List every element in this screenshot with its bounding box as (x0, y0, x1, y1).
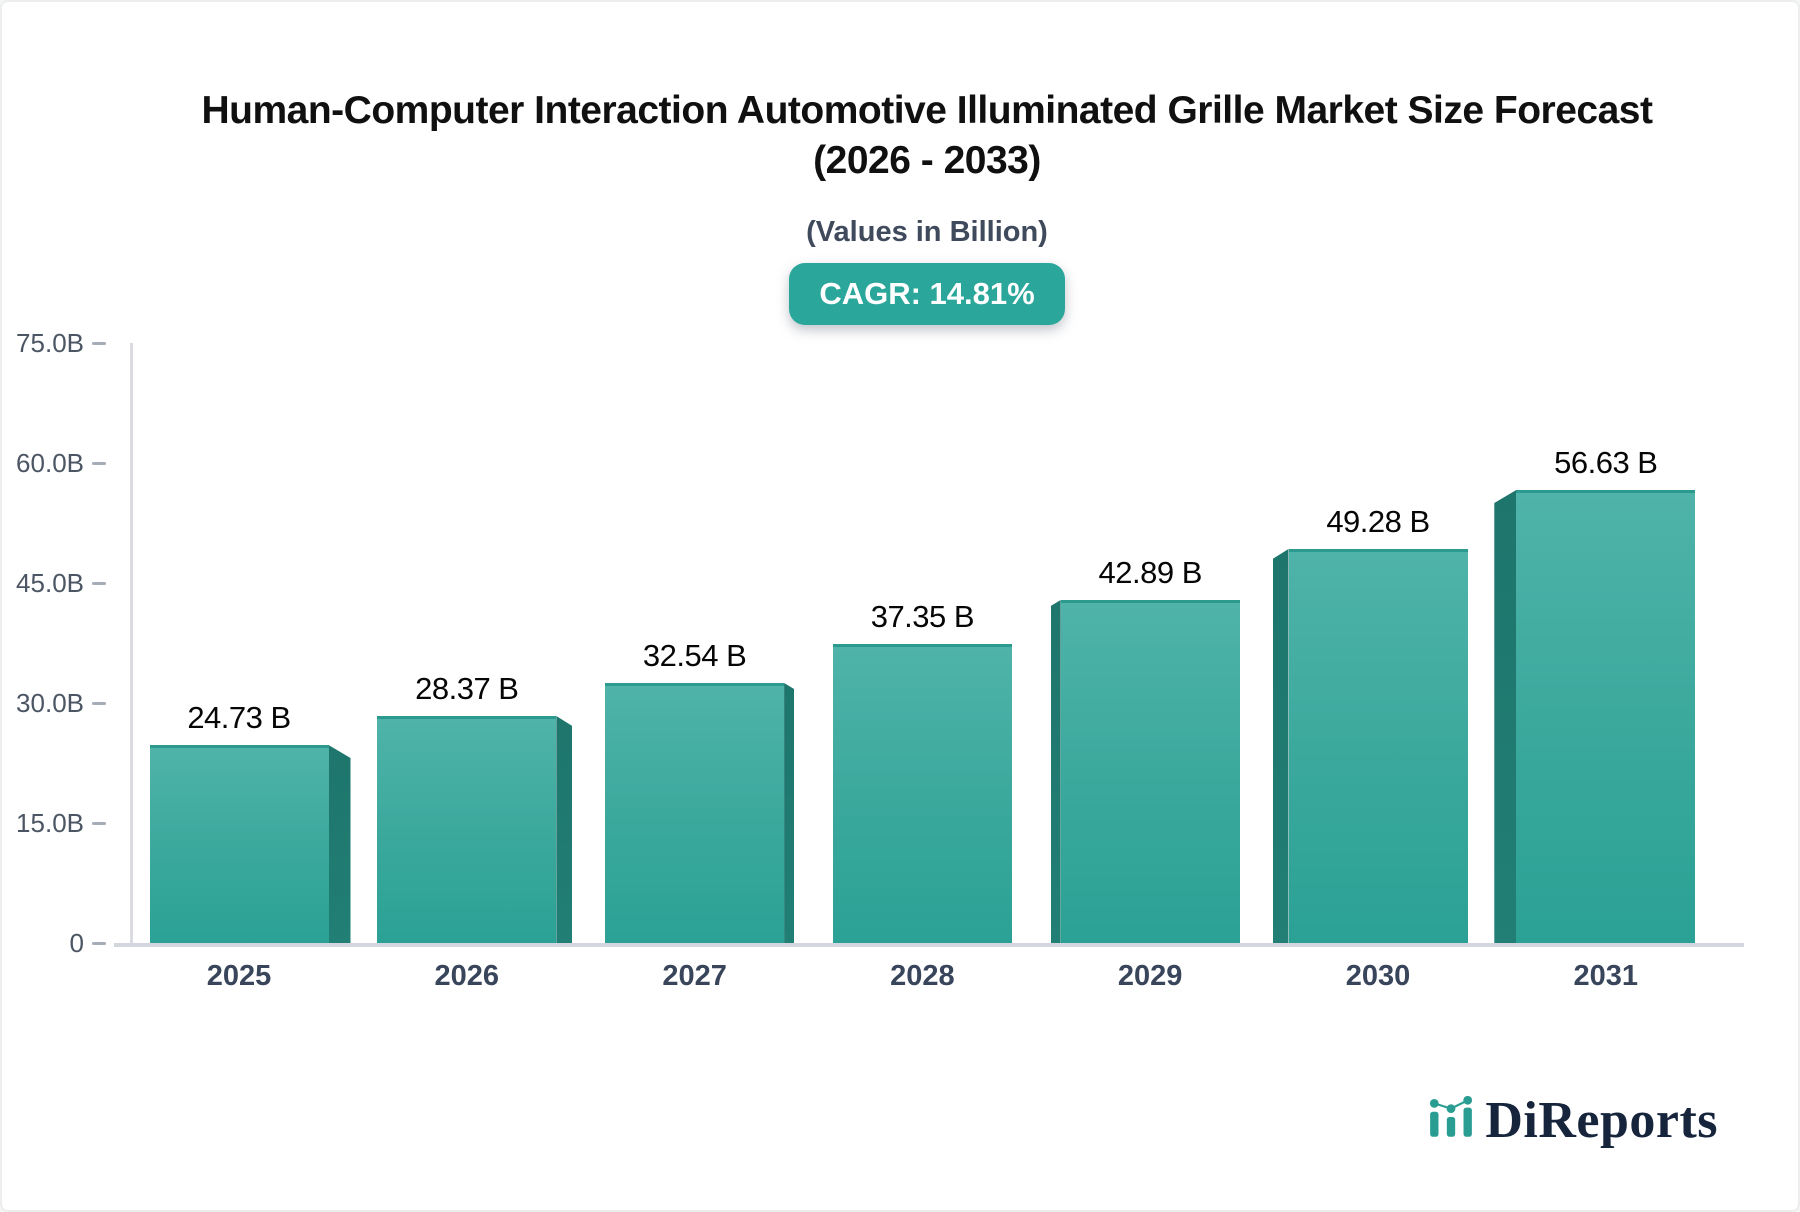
y-tick-label-75.0B: 75.0B (16, 328, 84, 358)
bar-2031 (1516, 490, 1696, 943)
y-tick-mark (92, 942, 106, 945)
bar-side-face-2026 (556, 716, 573, 943)
bar-2027 (605, 683, 785, 943)
bar-2026 (377, 716, 557, 943)
bar-2025 (149, 745, 329, 943)
mini-bar-trend-chart-icon (1427, 1094, 1475, 1147)
bar-value-label-2025: 24.73 B (187, 700, 291, 735)
bar-2029 (1060, 600, 1240, 943)
y-tick-label-30.0B: 30.0B (16, 688, 84, 718)
bar-side-face-2029 (1050, 600, 1061, 943)
y-tick-label-60.0B: 60.0B (16, 448, 84, 478)
direports-logo: DiReports (1427, 1094, 1718, 1147)
x-axis-baseline (114, 943, 1744, 947)
x-axis-label-2031: 2031 (1573, 960, 1639, 992)
chart-title-range: (2026 - 2033) (813, 139, 1041, 182)
y-tick-mark (92, 582, 106, 585)
bar-value-label-2029: 42.89 B (1098, 555, 1203, 590)
chart-title: Human-Computer Interaction Automotive Il… (201, 89, 1653, 132)
bar-side-face-2027 (784, 683, 795, 943)
bar-side-face-2025 (328, 745, 351, 943)
y-tick-mark (92, 702, 106, 705)
bar-value-label-2030: 49.28 B (1326, 504, 1430, 539)
bar-side-face-2031 (1494, 490, 1517, 943)
bar-side-face-2030 (1272, 549, 1289, 943)
y-tick-label-15.0B: 15.0B (16, 808, 84, 838)
y-tick-mark (92, 822, 106, 825)
logo-text: DiReports (1485, 1091, 1718, 1149)
cagr-badge: CAGR: 14.81% (789, 263, 1065, 325)
y-tick-mark (92, 342, 106, 345)
y-tick-label-0: 0 (69, 928, 84, 958)
bar-value-label-2031: 56.63 B (1554, 445, 1658, 480)
bar-value-label-2028: 37.35 B (870, 599, 975, 634)
y-tick-mark (92, 462, 106, 465)
bar-value-label-2026: 28.37 B (415, 671, 519, 706)
x-axis-label-2026: 2026 (434, 960, 500, 992)
y-axis-line (130, 343, 133, 945)
x-axis-label-2030: 2030 (1345, 960, 1411, 992)
x-axis-label-2029: 2029 (1117, 960, 1183, 992)
chart-header: Human-Computer Interaction Automotive Il… (27, 2, 1798, 325)
chart-subtitle: (Values in Billion) (806, 216, 1048, 248)
bar-2030 (1288, 549, 1468, 943)
y-tick-label-45.0B: 45.0B (16, 568, 84, 598)
x-axis-label-2025: 2025 (206, 960, 272, 992)
x-axis-label-2027: 2027 (662, 960, 727, 992)
bar-2028 (832, 644, 1012, 943)
x-axis-label-2028: 2028 (890, 960, 955, 992)
bar-value-label-2027: 32.54 B (642, 638, 747, 673)
